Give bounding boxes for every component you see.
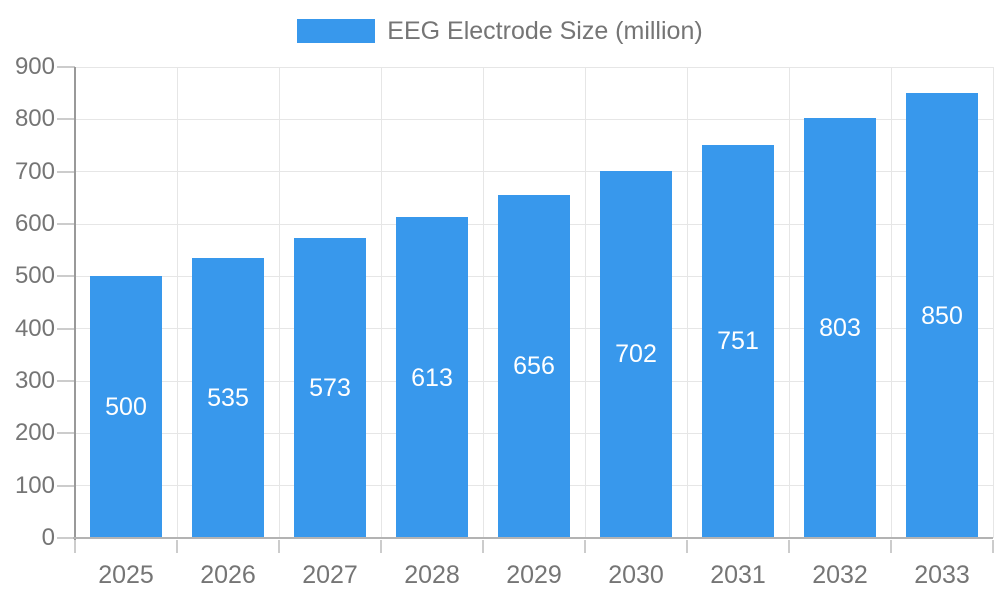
v-gridline: [686, 67, 688, 538]
x-axis-tick: [482, 540, 484, 553]
x-axis-label: 2026: [200, 561, 256, 589]
x-axis-tick: [788, 540, 790, 553]
x-axis-tick: [584, 540, 586, 553]
x-axis-label: 2030: [608, 561, 664, 589]
y-axis-tick: [57, 66, 75, 68]
y-axis-label: 300: [14, 367, 55, 394]
bar-2029[interactable]: [498, 194, 570, 538]
x-axis-label: 2027: [302, 561, 358, 589]
v-gridline: [482, 67, 484, 538]
y-axis-label: 900: [14, 53, 55, 80]
x-axis-line: [73, 537, 993, 539]
h-gridline: [75, 171, 993, 173]
y-axis-label: 700: [14, 157, 55, 185]
bar-2025[interactable]: [90, 276, 162, 538]
bar-value-label: 573: [309, 374, 351, 403]
v-gridline: [890, 67, 892, 538]
v-gridline: [380, 67, 382, 538]
x-axis-label: 2032: [812, 561, 868, 589]
y-axis-label: 800: [14, 105, 55, 133]
x-axis-tick: [380, 540, 382, 553]
bar-2033[interactable]: [906, 93, 978, 538]
x-axis-tick: [686, 540, 688, 553]
x-axis-label: 2025: [98, 561, 154, 589]
y-axis-label: 600: [14, 210, 55, 237]
bar-value-label: 803: [819, 313, 861, 342]
bar-value-label: 535: [207, 384, 249, 412]
y-axis-tick: [57, 170, 75, 173]
v-gridline: [992, 67, 994, 538]
y-axis-line: [74, 67, 76, 540]
v-gridline: [584, 67, 586, 538]
x-axis-label: 2031: [710, 561, 766, 589]
bar-value-label: 850: [921, 301, 963, 330]
legend: EEG Electrode Size (million): [0, 17, 1000, 45]
y-axis-tick: [57, 537, 75, 539]
bar-value-label: 500: [105, 393, 147, 422]
y-axis-tick: [57, 223, 75, 225]
bar-value-label: 751: [717, 327, 759, 356]
bar-value-label: 656: [513, 352, 555, 381]
x-axis-label: 2033: [914, 561, 970, 589]
h-gridline: [75, 118, 993, 120]
bar-2026[interactable]: [192, 258, 264, 538]
x-axis-tick: [176, 540, 178, 553]
y-axis-tick: [57, 275, 75, 278]
v-gridline: [176, 67, 178, 538]
v-gridline: [788, 67, 790, 538]
y-axis-tick: [57, 118, 75, 121]
y-axis-label: 500: [14, 262, 55, 290]
y-axis-tick: [57, 327, 75, 330]
y-axis-label: 0: [41, 524, 55, 551]
y-axis-tick: [57, 484, 75, 487]
x-axis-tick: [890, 540, 892, 553]
y-axis-label: 400: [14, 314, 55, 342]
x-axis-tick: [992, 540, 994, 553]
legend-swatch[interactable]: [297, 19, 376, 43]
x-axis-label: 2029: [506, 561, 562, 589]
x-axis-label: 2028: [404, 561, 460, 589]
y-axis-tick: [57, 432, 75, 435]
bar-2030[interactable]: [600, 170, 672, 538]
y-axis-tick: [57, 380, 75, 382]
x-axis-tick: [278, 540, 280, 553]
bar-2027[interactable]: [294, 238, 366, 538]
v-gridline: [278, 67, 280, 538]
bar-value-label: 702: [615, 340, 657, 369]
bar-2028[interactable]: [396, 217, 468, 538]
x-axis-tick: [74, 540, 76, 553]
legend-label[interactable]: EEG Electrode Size (million): [387, 17, 703, 45]
bar-2031[interactable]: [702, 144, 774, 538]
bar-2032[interactable]: [804, 117, 876, 538]
y-axis-label: 100: [14, 471, 55, 499]
y-axis-label: 200: [14, 419, 55, 447]
h-gridline: [75, 66, 993, 68]
bar-value-label: 613: [411, 363, 453, 392]
